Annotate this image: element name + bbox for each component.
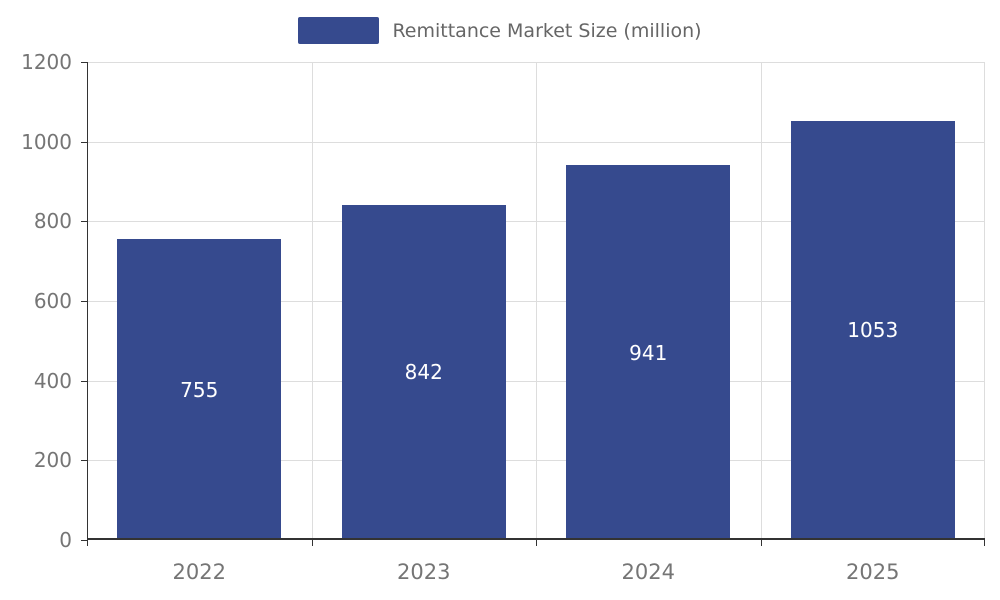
y-tick-label: 400	[33, 368, 72, 393]
x-tick-label-2025: 2025	[846, 560, 900, 584]
y-tick-label: 1000	[21, 129, 72, 154]
bar-2024[interactable]: 941	[566, 165, 731, 540]
y-axis-tick	[81, 460, 87, 462]
x-axis-tick	[984, 540, 985, 546]
bar-2022[interactable]: 755	[117, 239, 282, 540]
bar-value-label: 1053	[847, 318, 899, 343]
y-tick-label: 800	[33, 209, 72, 234]
gridline-vertical	[984, 62, 985, 540]
x-axis-tick	[311, 540, 313, 546]
x-axis-tick	[87, 540, 88, 546]
y-tick-label: 1200	[21, 50, 72, 74]
x-tick-label-2022: 2022	[172, 560, 226, 584]
y-axis-line	[87, 62, 88, 540]
chart-legend[interactable]: Remittance Market Size (million)	[0, 17, 1000, 44]
x-axis-tick	[760, 540, 762, 546]
bar-value-label: 941	[629, 340, 668, 365]
y-tick-label: 0	[59, 528, 72, 552]
y-axis-tick	[81, 540, 87, 541]
gridline-vertical	[760, 62, 762, 540]
y-axis-tick	[81, 62, 87, 63]
gridline-vertical	[536, 62, 537, 540]
x-tick-label-2024: 2024	[621, 560, 675, 584]
legend-swatch	[298, 17, 380, 44]
bar-2023[interactable]: 842	[341, 204, 506, 540]
y-tick-label: 600	[33, 289, 72, 313]
bar-value-label: 842	[404, 360, 443, 385]
x-axis-line	[87, 538, 985, 540]
x-tick-label-2023: 2023	[397, 560, 451, 584]
y-tick-label: 200	[33, 448, 72, 473]
bar-value-label: 755	[180, 377, 219, 402]
plot-area: 0 200 400 600 800 1000 1200 755 2022 842 2023 941 20…	[21, 52, 985, 583]
x-axis-tick	[536, 540, 537, 546]
gridline-vertical	[311, 62, 313, 540]
bar-2025[interactable]: 1053	[790, 120, 955, 540]
y-axis-tick	[81, 380, 87, 382]
y-axis-tick	[81, 221, 87, 223]
legend-label: Remittance Market Size (million)	[392, 19, 702, 42]
y-axis-tick	[81, 301, 87, 302]
y-axis-tick	[81, 141, 87, 143]
